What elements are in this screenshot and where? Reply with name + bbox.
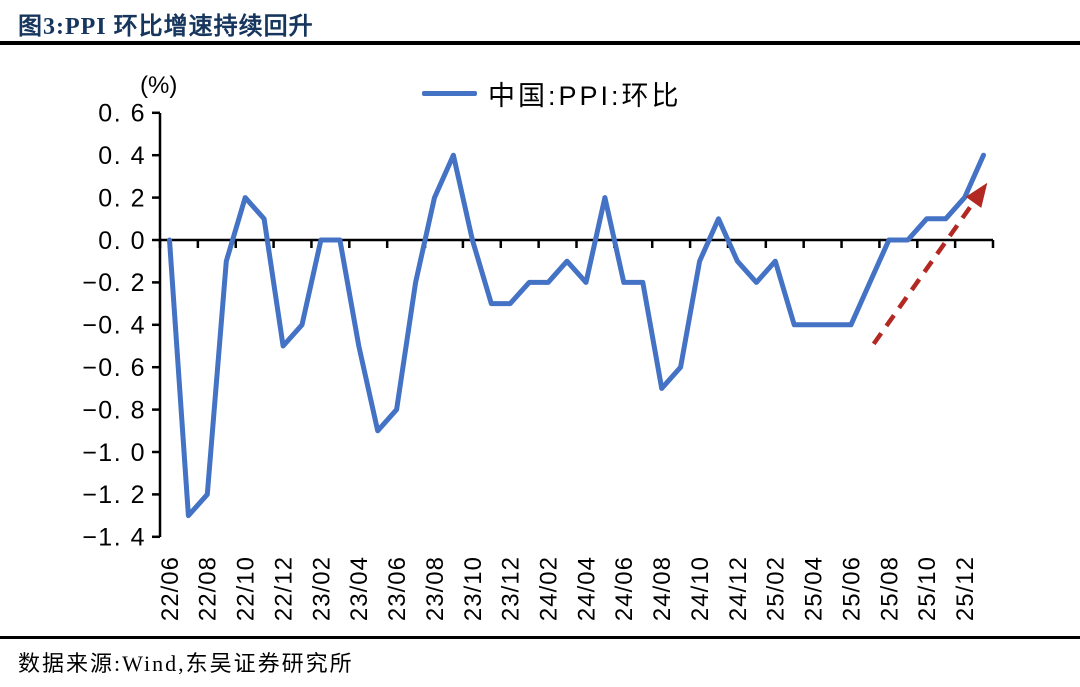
legend-line-swatch bbox=[422, 91, 477, 96]
x-axis-tick-label: 24/04 bbox=[573, 556, 600, 621]
x-axis-tick-label: 22/12 bbox=[270, 556, 297, 621]
y-axis-tick-label: −1. 2 bbox=[82, 481, 146, 509]
trend-arrow-shaft bbox=[871, 202, 975, 346]
data-source: 数据来源:Wind,东吴证券研究所 bbox=[18, 651, 354, 676]
x-axis-tick-label: 24/12 bbox=[725, 556, 752, 621]
x-axis-tick-label: 25/02 bbox=[763, 556, 790, 621]
y-axis-tick-label: −1. 4 bbox=[82, 524, 146, 552]
ppi-series-line bbox=[167, 152, 986, 519]
title-divider-line bbox=[0, 41, 1080, 45]
x-axis-tick-label: 24/06 bbox=[611, 556, 638, 621]
y-axis-tick-label: −0. 6 bbox=[82, 354, 146, 382]
y-axis-tick-label: 0. 6 bbox=[98, 100, 146, 128]
x-axis-tick-label: 25/10 bbox=[914, 556, 941, 621]
x-axis-tick-label: 23/02 bbox=[308, 556, 335, 621]
x-axis-tick-label: 24/02 bbox=[536, 556, 563, 621]
legend-series-label: 中国:PPI:环比 bbox=[488, 81, 682, 111]
figure-bottom-divider-line bbox=[0, 636, 1080, 639]
y-axis-tick-label: −0. 4 bbox=[82, 312, 146, 340]
y-axis-unit-label: (%) bbox=[140, 72, 178, 99]
x-axis-tick-label: 23/08 bbox=[422, 556, 449, 621]
y-axis-tick-label: 0. 2 bbox=[98, 184, 146, 212]
x-axis-tick-label: 24/10 bbox=[687, 556, 714, 621]
x-axis-tick-label: 25/08 bbox=[876, 556, 903, 621]
y-axis-tick-label: −1. 0 bbox=[82, 439, 146, 467]
x-axis-tick-label: 22/06 bbox=[157, 556, 184, 621]
x-axis-tick-label: 22/08 bbox=[195, 556, 222, 621]
x-axis-tick-label: 23/04 bbox=[346, 556, 373, 621]
figure-title: 图3:PPI 环比增速持续回升 bbox=[18, 14, 314, 40]
x-axis-tick-label: 22/10 bbox=[233, 556, 260, 621]
y-axis-tick-label: −0. 2 bbox=[82, 269, 146, 297]
y-axis-tick-label: 0. 0 bbox=[98, 227, 146, 255]
chart-legend: 中国:PPI:环比 bbox=[422, 74, 682, 113]
x-axis-tick-label: 23/12 bbox=[498, 556, 525, 621]
x-axis-tick-label: 24/08 bbox=[649, 556, 676, 621]
x-axis-tick-label: 25/12 bbox=[952, 556, 979, 621]
x-axis-tick-label: 25/04 bbox=[801, 556, 828, 621]
y-axis-tick-label: −0. 8 bbox=[82, 396, 146, 424]
x-axis-tick-label: 23/10 bbox=[460, 556, 487, 621]
x-axis-tick-label: 23/06 bbox=[384, 556, 411, 621]
x-axis-tick-label: 25/06 bbox=[838, 556, 865, 621]
y-axis-tick-label: 0. 4 bbox=[98, 142, 146, 170]
trend-arrow-head bbox=[965, 182, 988, 208]
